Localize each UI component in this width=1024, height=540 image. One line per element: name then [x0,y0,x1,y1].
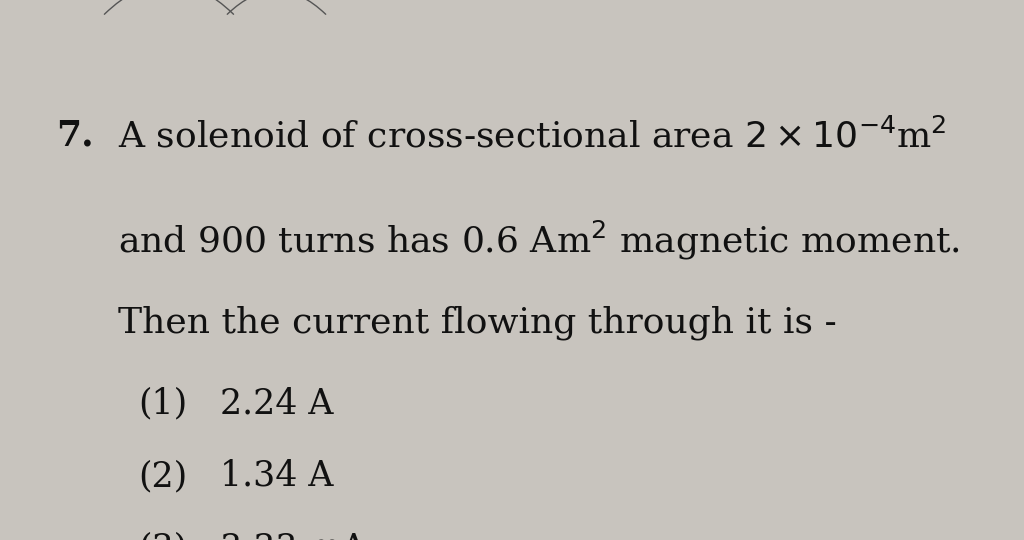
Text: A solenoid of cross-sectional area $2\times10^{-4}$m$^2$: A solenoid of cross-sectional area $2\ti… [118,119,946,155]
Text: and 900 turns has 0.6 Am$^2$ magnetic moment.: and 900 turns has 0.6 Am$^2$ magnetic mo… [118,219,959,262]
Text: Then the current flowing through it is -: Then the current flowing through it is - [118,305,837,340]
Text: (2): (2) [138,459,187,493]
Text: 1.34 A: 1.34 A [220,459,334,493]
Text: 2.24 A: 2.24 A [220,386,334,420]
Text: 7.: 7. [56,119,94,153]
Text: (1): (1) [138,386,187,420]
Text: 3.33 mA: 3.33 mA [220,532,367,540]
Text: (3): (3) [138,532,187,540]
